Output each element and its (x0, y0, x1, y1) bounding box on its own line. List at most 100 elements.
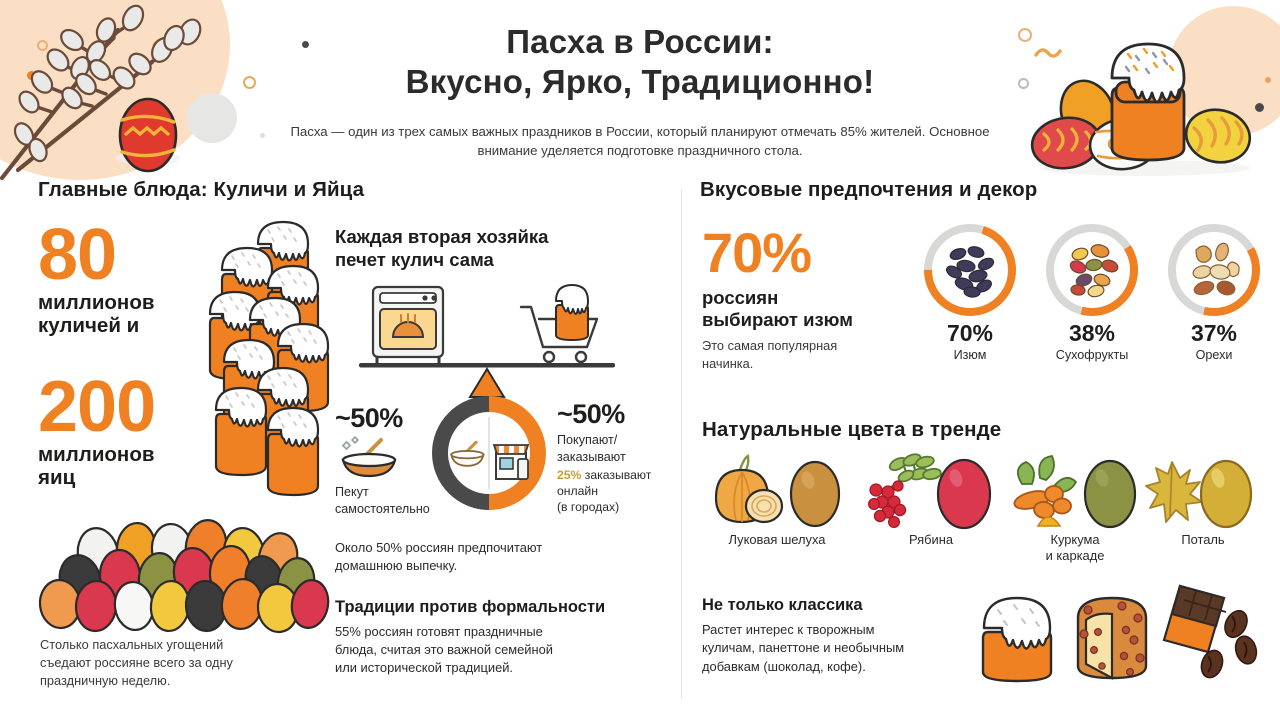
classics-line3: добавкам (шоколад, кофе). (702, 658, 866, 674)
dye-item-turmeric: Куркума и каркаде (1008, 454, 1148, 564)
kulich-stack-illustration (208, 220, 330, 497)
dye-item-onion: Луковая шелуха (702, 454, 862, 564)
online-note-line3: (в городах) (557, 500, 620, 515)
natural-colors-title: Натуральные цвета в тренде (702, 418, 1002, 441)
dye-label-onion-line1: Луковая шелуха (728, 532, 826, 547)
eggs-pile-illustration (38, 519, 330, 634)
buy-label-line2: заказывают (557, 449, 626, 464)
subtitle-line-1: Пасха — один из трех самых важных праздн… (290, 124, 837, 139)
balance-scale-illustration (359, 284, 615, 399)
raisin-note-line2: начинка. (702, 356, 754, 371)
eggs-caption-line2: съедают россияне всего за одну (40, 655, 233, 671)
stat-caption-80: миллионов куличей и (38, 291, 228, 338)
tradition-heading: Традиции против формальности (335, 597, 606, 616)
rowan-berries-icon (867, 453, 992, 530)
stat-caption-80-line2: куличей и (38, 314, 140, 338)
dye-label-rowan: Рябина (862, 532, 1000, 548)
dye-list: Луковая шелуха (702, 453, 1258, 564)
gauge-nuts: 37% Орехи (1164, 220, 1264, 362)
middle-subcolumn: Каждая вторая хозяйка печет кулич сама (335, 226, 655, 678)
stat-caption-200: миллионов яиц (38, 443, 248, 490)
right-section-title: Вкусовые предпочтения и декор (700, 178, 1038, 201)
raisin-sub-line1: россиян (702, 287, 779, 309)
classics-line1: Растет интерес к творожным (702, 622, 875, 637)
dye-label-onion: Луковая шелуха (702, 532, 852, 548)
title-line-1: Пасха в России: (506, 23, 774, 60)
home-baking-note: Около 50% россиян предпочитают домашнюю … (335, 539, 655, 576)
raisin-stat: 70% россиян выбирают изюм Это самая попу… (702, 221, 912, 373)
bake-vs-buy-chart: ~50% Пекут самостоятельно (335, 395, 655, 527)
egg-yellow-striped (1184, 108, 1252, 164)
raisin-pct: 70% (702, 221, 812, 284)
stat-caption-80-line1: миллионов (38, 291, 155, 315)
eggs-caption-line3: праздничную неделю. (40, 673, 171, 689)
classics-block: Не только классика Растет интерес к твор… (702, 584, 1258, 683)
gauge-raisins-label: Изюм (953, 348, 987, 362)
classics-line2: куличам, панеттоне и необычным (702, 640, 905, 656)
dye-label-turmeric-line2: и каркаде (1045, 548, 1105, 564)
left-section-title: Главные блюда: Куличи и Яйца (38, 178, 365, 201)
willow-branch-illustration (0, 4, 202, 181)
buy-label: Покупают/ заказывают (557, 432, 657, 465)
eggs-caption: Столько пасхальных угощений съедают росс… (40, 636, 310, 690)
dot-decor-dark-2 (1255, 103, 1264, 112)
buy-label-line1: Покупают/ (557, 433, 618, 448)
dot-decor-dark-1 (302, 41, 309, 48)
stat-block-200: 200 миллионов яиц (38, 371, 248, 490)
subtitle: Пасха — один из трех самых важных праздн… (283, 122, 997, 160)
raisin-note: Это самая популярная начинка. (702, 337, 912, 373)
gauge-nuts-value: 37% (1190, 320, 1238, 346)
right-column: Вкусовые предпочтения и декор 70% россия… (700, 178, 1260, 718)
dot-decor-orange-2 (1265, 77, 1271, 83)
gold-leaf-icon (1145, 459, 1253, 529)
online-note: 25% заказывают онлайн (в городах) (557, 468, 657, 516)
title-line-2: Вкусно, Ярко, Традиционно! (405, 63, 875, 101)
donut-bowl-icon (450, 440, 485, 467)
raisin-sub-line2: выбирают изюм (702, 308, 853, 330)
fillings-gauges: 70% Изюм (920, 220, 1264, 362)
home-baking-note-line2: домашнюю выпечку. (335, 558, 458, 574)
oven-icon (371, 286, 445, 365)
subtitle-line-2: 85% жителей. Основное внимание уделяется… (477, 124, 990, 159)
scale-fulcrum (468, 367, 506, 399)
bake-side: ~50% Пекут самостоятельно (335, 403, 430, 517)
natural-colors-block: Натуральные цвета в тренде (702, 418, 1258, 564)
classics-body: Растет интерес к творожным куличам, пане… (702, 621, 952, 676)
turmeric-icon (1013, 455, 1137, 529)
dye-item-gold-leaf: Поталь (1145, 454, 1258, 564)
eggs-caption-line1: Столько пасхальных угощений (40, 637, 224, 652)
left-column: Главные блюда: Куличи и Яйца 80 миллионо… (38, 178, 678, 718)
stat-caption-200-line1: миллионов (38, 443, 155, 467)
gauge-dried-fruits: 38% Сухофрукты (1042, 220, 1142, 362)
gauge-raisins-value: 70% (946, 320, 994, 346)
bake-pct: ~50% (335, 403, 403, 434)
chocolate-coffee-icon (1162, 584, 1258, 679)
middle-heading-line2: печет кулич сама (335, 248, 494, 270)
page-title: Пасха в России: Вкусно, Ярко, Традиционн… (290, 22, 990, 103)
column-divider (681, 190, 682, 698)
kulich-body (1110, 86, 1186, 162)
online-note-line2: онлайн (557, 484, 598, 499)
donut-gauge-70 (924, 224, 1016, 316)
shopping-cart-kulich-icon (519, 284, 599, 364)
dye-label-turmeric-line1: Куркума (1050, 532, 1100, 547)
online-note-line1: 25% заказывают (557, 468, 657, 484)
bake-label-line1: Пекут (335, 485, 369, 500)
classics-title: Не только классика (702, 596, 863, 614)
squiggle-decor-2 (1034, 48, 1062, 58)
raisin-sub: россиян выбирают изюм (702, 287, 912, 330)
ring-decor-3 (1018, 28, 1032, 42)
middle-heading-line1: Каждая вторая хозяйка (335, 226, 549, 247)
tradition-line2: блюда, считая это важной семейной (335, 642, 553, 658)
bake-label: Пекут самостоятельно (335, 484, 430, 517)
gauge-raisins: 70% Изюм (920, 220, 1020, 362)
header: Пасха в России: Вкусно, Ярко, Традиционн… (0, 0, 1280, 178)
tradition-line1: 55% россиян готовят праздничные (335, 623, 543, 639)
nuts-icon (1192, 242, 1240, 296)
buy-side: ~50% Покупают/ заказывают 25% заказывают… (557, 399, 657, 516)
donut-gauge-38 (1046, 224, 1138, 316)
dye-label-gold-leaf-line1: Поталь (1181, 532, 1225, 547)
ring-decor-4 (1018, 78, 1029, 89)
classics-illustrations (981, 584, 1258, 683)
